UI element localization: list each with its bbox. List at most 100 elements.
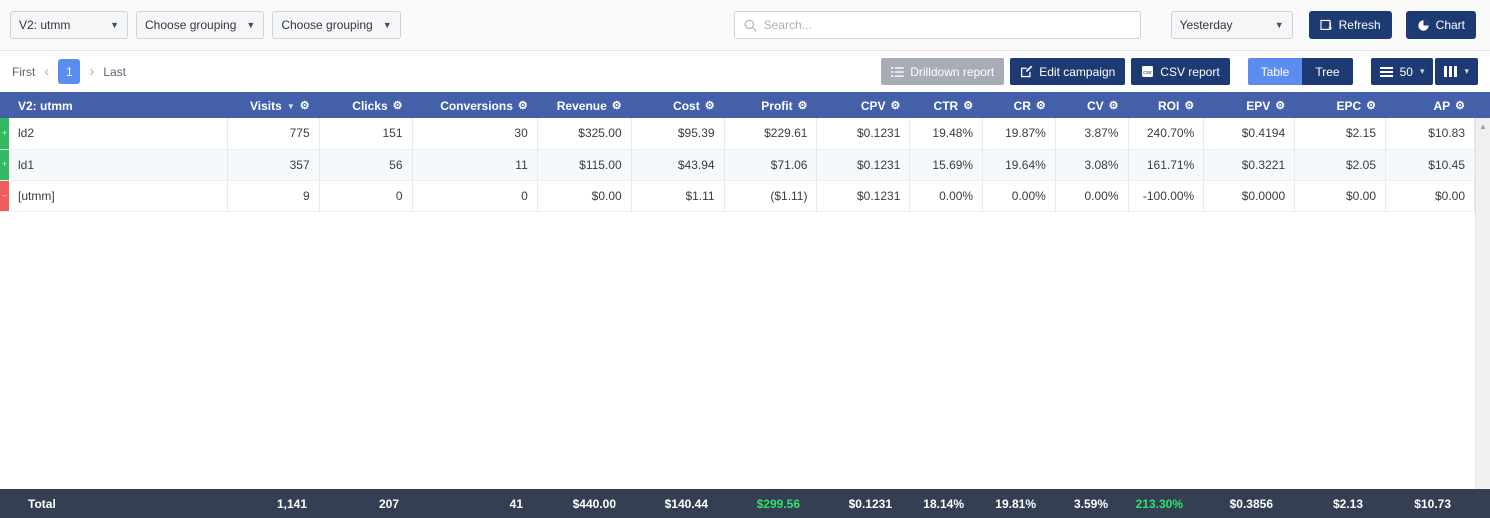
- column-header-epv[interactable]: EPV ⚙: [1203, 94, 1296, 118]
- view-mode-tree[interactable]: Tree: [1302, 58, 1353, 85]
- table-row[interactable]: + ld1 357 56 11 $115.00 $43.94 $71.06 $0…: [0, 149, 1475, 181]
- gear-icon[interactable]: ⚙: [611, 99, 622, 112]
- refresh-button[interactable]: Refresh: [1308, 11, 1392, 39]
- column-header-epc[interactable]: EPC ⚙: [1294, 94, 1387, 118]
- total-revenue: $440.00: [572, 496, 616, 511]
- gear-icon[interactable]: ⚙: [890, 99, 901, 112]
- pagination-page-1[interactable]: 1: [58, 59, 81, 84]
- cell-visits: 9: [227, 180, 320, 212]
- gear-icon[interactable]: ⚙: [797, 99, 808, 112]
- grouping-select-2[interactable]: Choose grouping ▼: [136, 11, 265, 39]
- cell-profit: ($1.11): [724, 180, 818, 212]
- edit-campaign-button[interactable]: Edit campaign: [1010, 58, 1126, 85]
- gear-icon[interactable]: ⚙: [299, 99, 310, 112]
- status-indicator-icon[interactable]: +: [0, 118, 9, 149]
- search-input[interactable]: [763, 18, 1131, 32]
- column-header-conversions[interactable]: Conversions ⚙: [412, 94, 538, 118]
- cell-clicks: 0: [319, 180, 413, 212]
- cell-ctr: 0.00%: [909, 180, 984, 212]
- rows-icon: [1379, 65, 1393, 79]
- row-name-cell[interactable]: + ld2: [0, 118, 228, 150]
- column-header-revenue[interactable]: Revenue ⚙: [537, 94, 632, 118]
- sort-desc-icon[interactable]: ▼: [286, 101, 295, 111]
- rows-per-page-button[interactable]: 50 ▾: [1370, 58, 1434, 85]
- gear-icon[interactable]: ⚙: [1366, 99, 1377, 112]
- total-label: Total: [28, 496, 56, 511]
- cell-epc: $2.15: [1294, 118, 1387, 150]
- row-name-cell[interactable]: – [utmm]: [0, 180, 228, 212]
- gear-icon[interactable]: ⚙: [1184, 99, 1195, 112]
- column-header-ap[interactable]: AP ⚙: [1385, 94, 1475, 118]
- cell-cost: $43.94: [631, 149, 725, 181]
- gear-icon[interactable]: ⚙: [1275, 99, 1286, 112]
- top-toolbar: V2: utmm ▼ Choose grouping ▼ Choose grou…: [0, 0, 1490, 51]
- column-header-profit[interactable]: Profit ⚙: [724, 94, 818, 118]
- gear-icon[interactable]: ⚙: [517, 99, 528, 112]
- column-header-conversions-label: Conversions: [440, 99, 513, 113]
- column-header-visits[interactable]: Visits ▼ ⚙: [227, 94, 320, 118]
- column-header-ap-label: AP: [1433, 99, 1451, 113]
- gear-icon[interactable]: ⚙: [704, 99, 715, 112]
- total-ap: $10.73: [1414, 496, 1451, 511]
- cell-epv: $0.4194: [1203, 118, 1296, 150]
- row-name-label: ld2: [18, 126, 35, 141]
- column-header-cv[interactable]: CV ⚙: [1055, 94, 1129, 118]
- total-cpv: $0.1231: [848, 496, 892, 511]
- drilldown-report-button[interactable]: Drilldown report: [881, 58, 1005, 85]
- pagination-prev-icon[interactable]: ‹: [44, 63, 50, 80]
- date-range-select[interactable]: Yesterday ▼: [1170, 11, 1293, 39]
- grouping-select-2-label: Choose grouping: [145, 18, 237, 32]
- cell-ctr: 15.69%: [909, 149, 984, 181]
- cell-cr: 19.64%: [982, 149, 1056, 181]
- scroll-up-arrow-icon[interactable]: ▲: [1479, 121, 1487, 131]
- grouping-select-3[interactable]: Choose grouping ▼: [272, 11, 401, 39]
- cell-ap: $10.45: [1385, 149, 1475, 181]
- pagination-last[interactable]: Last: [103, 64, 127, 79]
- gear-icon[interactable]: ⚙: [392, 99, 403, 112]
- grouping-select-1[interactable]: V2: utmm ▼: [10, 11, 128, 39]
- table-body: + ld2 775 151 30 $325.00 $95.39 $229.61 …: [0, 118, 1475, 212]
- column-header-group[interactable]: V2: utmm: [0, 94, 228, 118]
- cell-cpv: $0.1231: [816, 149, 911, 181]
- table-options-group: 50 ▾ ▾: [1370, 58, 1478, 85]
- pagination: First ‹ 1 › Last: [12, 59, 126, 84]
- column-header-ctr[interactable]: CTR ⚙: [909, 94, 984, 118]
- gear-icon[interactable]: ⚙: [1035, 99, 1046, 112]
- table-row[interactable]: – [utmm] 9 0 0 $0.00 $1.11 ($1.11) $0.12…: [0, 180, 1475, 212]
- column-header-cr[interactable]: CR ⚙: [982, 94, 1056, 118]
- cell-cost: $95.39: [631, 118, 725, 150]
- cell-profit: $71.06: [724, 149, 818, 181]
- status-indicator-icon[interactable]: +: [0, 149, 9, 180]
- table-row[interactable]: + ld2 775 151 30 $325.00 $95.39 $229.61 …: [0, 118, 1475, 150]
- gear-icon[interactable]: ⚙: [1455, 99, 1465, 112]
- column-header-group-label: V2: utmm: [18, 99, 73, 113]
- cell-ap: $10.83: [1385, 118, 1475, 150]
- cell-epc: $0.00: [1294, 180, 1387, 212]
- chart-button[interactable]: Chart: [1405, 11, 1476, 39]
- column-settings-button[interactable]: ▾: [1435, 58, 1478, 85]
- grouping-select-1-label: V2: utmm: [19, 18, 71, 32]
- view-mode-table[interactable]: Table: [1247, 58, 1303, 85]
- cell-roi: 240.70%: [1128, 118, 1205, 150]
- column-header-cost[interactable]: Cost ⚙: [631, 94, 725, 118]
- vertical-scrollbar[interactable]: ▲: [1475, 118, 1490, 489]
- chevron-down-icon: ▼: [246, 19, 256, 30]
- pagination-next-icon[interactable]: ›: [89, 63, 95, 80]
- gear-icon[interactable]: ⚙: [1108, 99, 1119, 112]
- cell-ap: $0.00: [1385, 180, 1475, 212]
- gear-icon[interactable]: ⚙: [963, 99, 974, 112]
- pagination-first[interactable]: First: [12, 64, 36, 79]
- status-indicator-icon[interactable]: –: [0, 180, 9, 211]
- total-visits: 1,141: [276, 496, 307, 511]
- search-box[interactable]: [733, 11, 1141, 39]
- column-header-clicks[interactable]: Clicks ⚙: [319, 94, 413, 118]
- column-header-roi[interactable]: ROI ⚙: [1128, 94, 1205, 118]
- column-header-cpv[interactable]: CPV ⚙: [816, 94, 911, 118]
- column-header-ctr-label: CTR: [933, 99, 959, 113]
- cell-visits: 775: [227, 118, 320, 150]
- row-name-cell[interactable]: + ld1: [0, 149, 228, 181]
- column-header-clicks-label: Clicks: [352, 99, 388, 113]
- csv-report-button[interactable]: csv CSV report: [1131, 58, 1230, 85]
- second-toolbar: First ‹ 1 › Last Drilldown report: [0, 51, 1490, 94]
